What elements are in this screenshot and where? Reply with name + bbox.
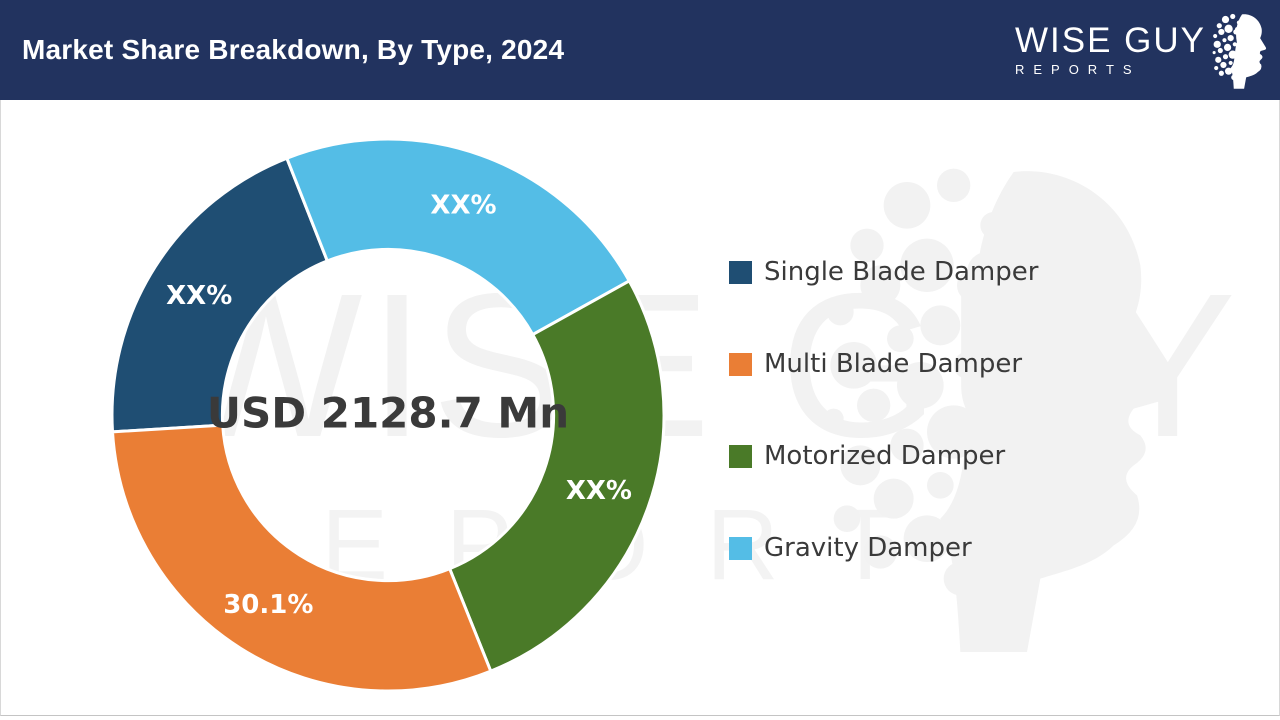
logo-subtitle: REPORTS [1014,62,1141,77]
wise-guy-logo: WISE GUY REPORTS [1015,10,1272,90]
logo-head-icon [1212,13,1267,89]
slice-label-gravity-damper: XX% [430,190,496,220]
slice-label-multi-blade-damper: 30.1% [223,590,313,620]
chart-center-value: USD 2128.7 Mn [206,388,570,438]
legend-swatch [729,260,752,284]
header-bar: Market Share Breakdown, By Type, 2024 WI… [0,0,1280,100]
legend-item-single-blade-damper: Single Blade Damper [729,257,1038,287]
page-title: Market Share Breakdown, By Type, 2024 [22,34,565,65]
legend-label: Single Blade Damper [764,257,1039,287]
legend-label: Motorized Damper [764,441,1006,471]
logo-wordmark: WISE GUY [1014,21,1206,60]
legend-swatch [729,536,752,560]
chart-legend: Single Blade Damper Multi Blade Damper Mot… [729,257,1038,563]
donut-slice-gravity-damper [285,137,631,337]
donut-slice-motorized-damper [448,279,666,673]
slice-label-motorized-damper: XX% [566,476,632,506]
legend-item-multi-blade-damper: Multi Blade Damper [729,349,1038,379]
legend-swatch [729,444,752,468]
donut-slice-multi-blade-damper [111,423,493,693]
slice-label-single-blade-damper: XX% [166,281,232,311]
donut-slice-single-blade-damper [110,156,329,434]
chart-canvas: WISE GUY REPORTS XX% XX% XX% 30.1% USD 2128… [0,100,1280,716]
donut-chart: XX% XX% XX% 30.1% [108,135,668,695]
legend-label: Multi Blade Damper [764,349,1023,379]
legend-label: Gravity Damper [764,533,972,563]
legend-item-motorized-damper: Motorized Damper [729,441,1038,471]
legend-swatch [729,352,752,376]
legend-item-gravity-damper: Gravity Damper [729,533,1038,563]
donut-svg: XX% XX% XX% 30.1% [110,137,666,693]
logo-text: WISE GUY REPORTS [1015,23,1206,77]
